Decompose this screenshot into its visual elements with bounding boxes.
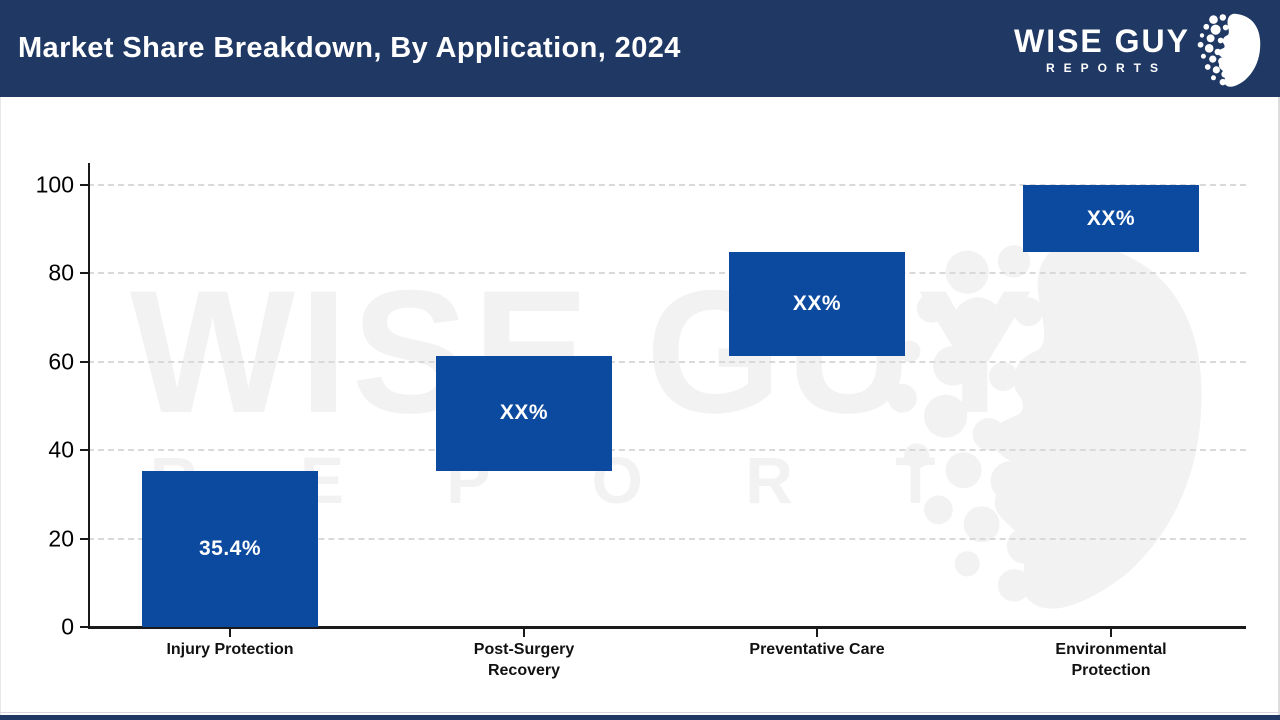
bar-3: XX% bbox=[1023, 185, 1199, 253]
gridline-100 bbox=[88, 184, 1246, 186]
dotted-head-icon bbox=[1194, 11, 1266, 90]
bar-label-3: XX% bbox=[1086, 206, 1136, 230]
page-title: Market Share Breakdown, By Application, … bbox=[18, 32, 681, 64]
bar-0: 35.4% bbox=[142, 470, 318, 627]
y-tick-label-0: 0 bbox=[61, 613, 74, 640]
y-tick-label-40: 40 bbox=[48, 436, 74, 463]
gridline-20 bbox=[88, 537, 1246, 540]
gridline-60 bbox=[88, 360, 1246, 363]
y-tick-40 bbox=[80, 449, 88, 452]
x-tick-1 bbox=[523, 629, 525, 637]
y-tick-label-80: 80 bbox=[48, 259, 74, 286]
bar-label-0: 35.4% bbox=[198, 536, 262, 560]
category-label-1: Post-Surgery Recovery bbox=[473, 641, 575, 679]
y-axis bbox=[88, 162, 90, 627]
y-tick-0 bbox=[80, 626, 88, 628]
brand-logo: WISE GUY REPORTS bbox=[1014, 8, 1266, 92]
y-tick-60 bbox=[80, 360, 88, 363]
y-tick-label-20: 20 bbox=[48, 525, 74, 552]
y-tick-label-60: 60 bbox=[48, 348, 74, 375]
bar-label-2: XX% bbox=[792, 291, 842, 315]
x-axis bbox=[88, 626, 1246, 629]
x-tick-2 bbox=[816, 629, 818, 637]
left-border bbox=[0, 97, 1, 720]
y-tick-label-100: 100 bbox=[35, 171, 74, 198]
gridline-40 bbox=[88, 449, 1246, 452]
y-tick-20 bbox=[80, 537, 88, 540]
header-bar: Market Share Breakdown, By Application, … bbox=[0, 0, 1280, 97]
x-tick-3 bbox=[1110, 629, 1112, 637]
category-label-0: Injury Protection bbox=[166, 641, 294, 658]
right-border bbox=[1278, 97, 1280, 720]
y-tick-100 bbox=[80, 184, 88, 186]
bar-label-1: XX% bbox=[499, 401, 549, 425]
bar-2: XX% bbox=[729, 252, 905, 356]
bottom-divider bbox=[0, 712, 1280, 713]
bar-1: XX% bbox=[436, 355, 612, 471]
brand-subname: REPORTS bbox=[1045, 61, 1167, 75]
category-label-2: Preventative Care bbox=[749, 641, 885, 658]
gridline-80 bbox=[88, 272, 1246, 275]
brand-logo-text: WISE GUY REPORTS bbox=[1014, 25, 1190, 75]
y-tick-80 bbox=[80, 272, 88, 275]
x-tick-0 bbox=[229, 629, 231, 637]
brand-name: WISE GUY bbox=[1013, 23, 1190, 59]
category-label-3: Environmental Protection bbox=[1055, 641, 1167, 679]
footer-accent-bar bbox=[0, 715, 1280, 720]
